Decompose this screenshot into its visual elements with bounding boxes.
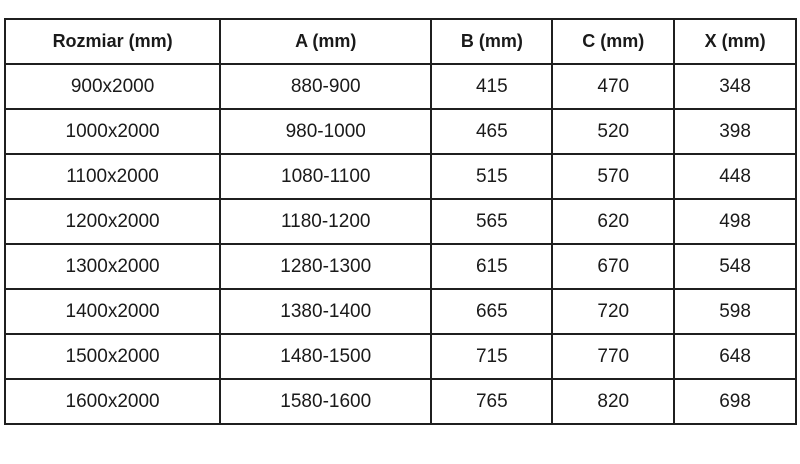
table-body: 900x2000 880-900 415 470 348 1000x2000 980-100…: [3, 63, 797, 425]
table-cell: 1280-1300: [219, 243, 433, 290]
table-row: 1400x2000 1380-1400 665 720 598: [3, 288, 797, 335]
table-cell: 820: [551, 378, 676, 425]
column-header: Rozmiar (mm): [3, 18, 222, 65]
column-header: X (mm): [673, 18, 797, 65]
table-cell: 715: [430, 333, 554, 380]
table-cell: 1600x2000: [3, 378, 222, 425]
table-cell: 470: [551, 63, 676, 110]
table-cell: 900x2000: [3, 63, 222, 110]
table-cell: 980-1000: [219, 108, 433, 155]
table-cell: 620: [551, 198, 676, 245]
table-cell: 515: [430, 153, 554, 200]
table-cell: 448: [673, 153, 797, 200]
table-cell: 1500x2000: [3, 333, 222, 380]
table-row: 900x2000 880-900 415 470 348: [3, 63, 797, 110]
table-row: 1000x2000 980-1000 465 520 398: [3, 108, 797, 155]
table-row: 1300x2000 1280-1300 615 670 548: [3, 243, 797, 290]
table-cell: 570: [551, 153, 676, 200]
table-row: 1500x2000 1480-1500 715 770 648: [3, 333, 797, 380]
table-cell: 1180-1200: [219, 198, 433, 245]
column-header: B (mm): [430, 18, 554, 65]
table-row: 1200x2000 1180-1200 565 620 498: [3, 198, 797, 245]
table-cell: 648: [673, 333, 797, 380]
table-cell: 665: [430, 288, 554, 335]
table-cell: 1300x2000: [3, 243, 222, 290]
column-header: C (mm): [551, 18, 676, 65]
table-cell: 1400x2000: [3, 288, 222, 335]
table-cell: 415: [430, 63, 554, 110]
table-cell: 670: [551, 243, 676, 290]
table-cell: 598: [673, 288, 797, 335]
table-cell: 465: [430, 108, 554, 155]
table-cell: 765: [430, 378, 554, 425]
table-cell: 398: [673, 108, 797, 155]
table-cell: 565: [430, 198, 554, 245]
table-cell: 1100x2000: [3, 153, 222, 200]
header-row: Rozmiar (mm) A (mm) B (mm) C (mm) X (mm): [3, 18, 797, 65]
table-cell: 1480-1500: [219, 333, 433, 380]
table-cell: 498: [673, 198, 797, 245]
table-cell: 1080-1100: [219, 153, 433, 200]
table-cell: 348: [673, 63, 797, 110]
table-cell: 720: [551, 288, 676, 335]
table-cell: 615: [430, 243, 554, 290]
table-cell: 1580-1600: [219, 378, 433, 425]
table-row: 1100x2000 1080-1100 515 570 448: [3, 153, 797, 200]
table-cell: 880-900: [219, 63, 433, 110]
column-header: A (mm): [219, 18, 433, 65]
table-cell: 1380-1400: [219, 288, 433, 335]
dimensions-table: Rozmiar (mm) A (mm) B (mm) C (mm) X (mm) 900…: [3, 18, 797, 425]
table-cell: 520: [551, 108, 676, 155]
size-table-container: Rozmiar (mm) A (mm) B (mm) C (mm) X (mm) 900…: [3, 18, 797, 425]
table-cell: 1000x2000: [3, 108, 222, 155]
table-cell: 698: [673, 378, 797, 425]
table-cell: 770: [551, 333, 676, 380]
table-cell: 548: [673, 243, 797, 290]
table-row: 1600x2000 1580-1600 765 820 698: [3, 378, 797, 425]
table-cell: 1200x2000: [3, 198, 222, 245]
